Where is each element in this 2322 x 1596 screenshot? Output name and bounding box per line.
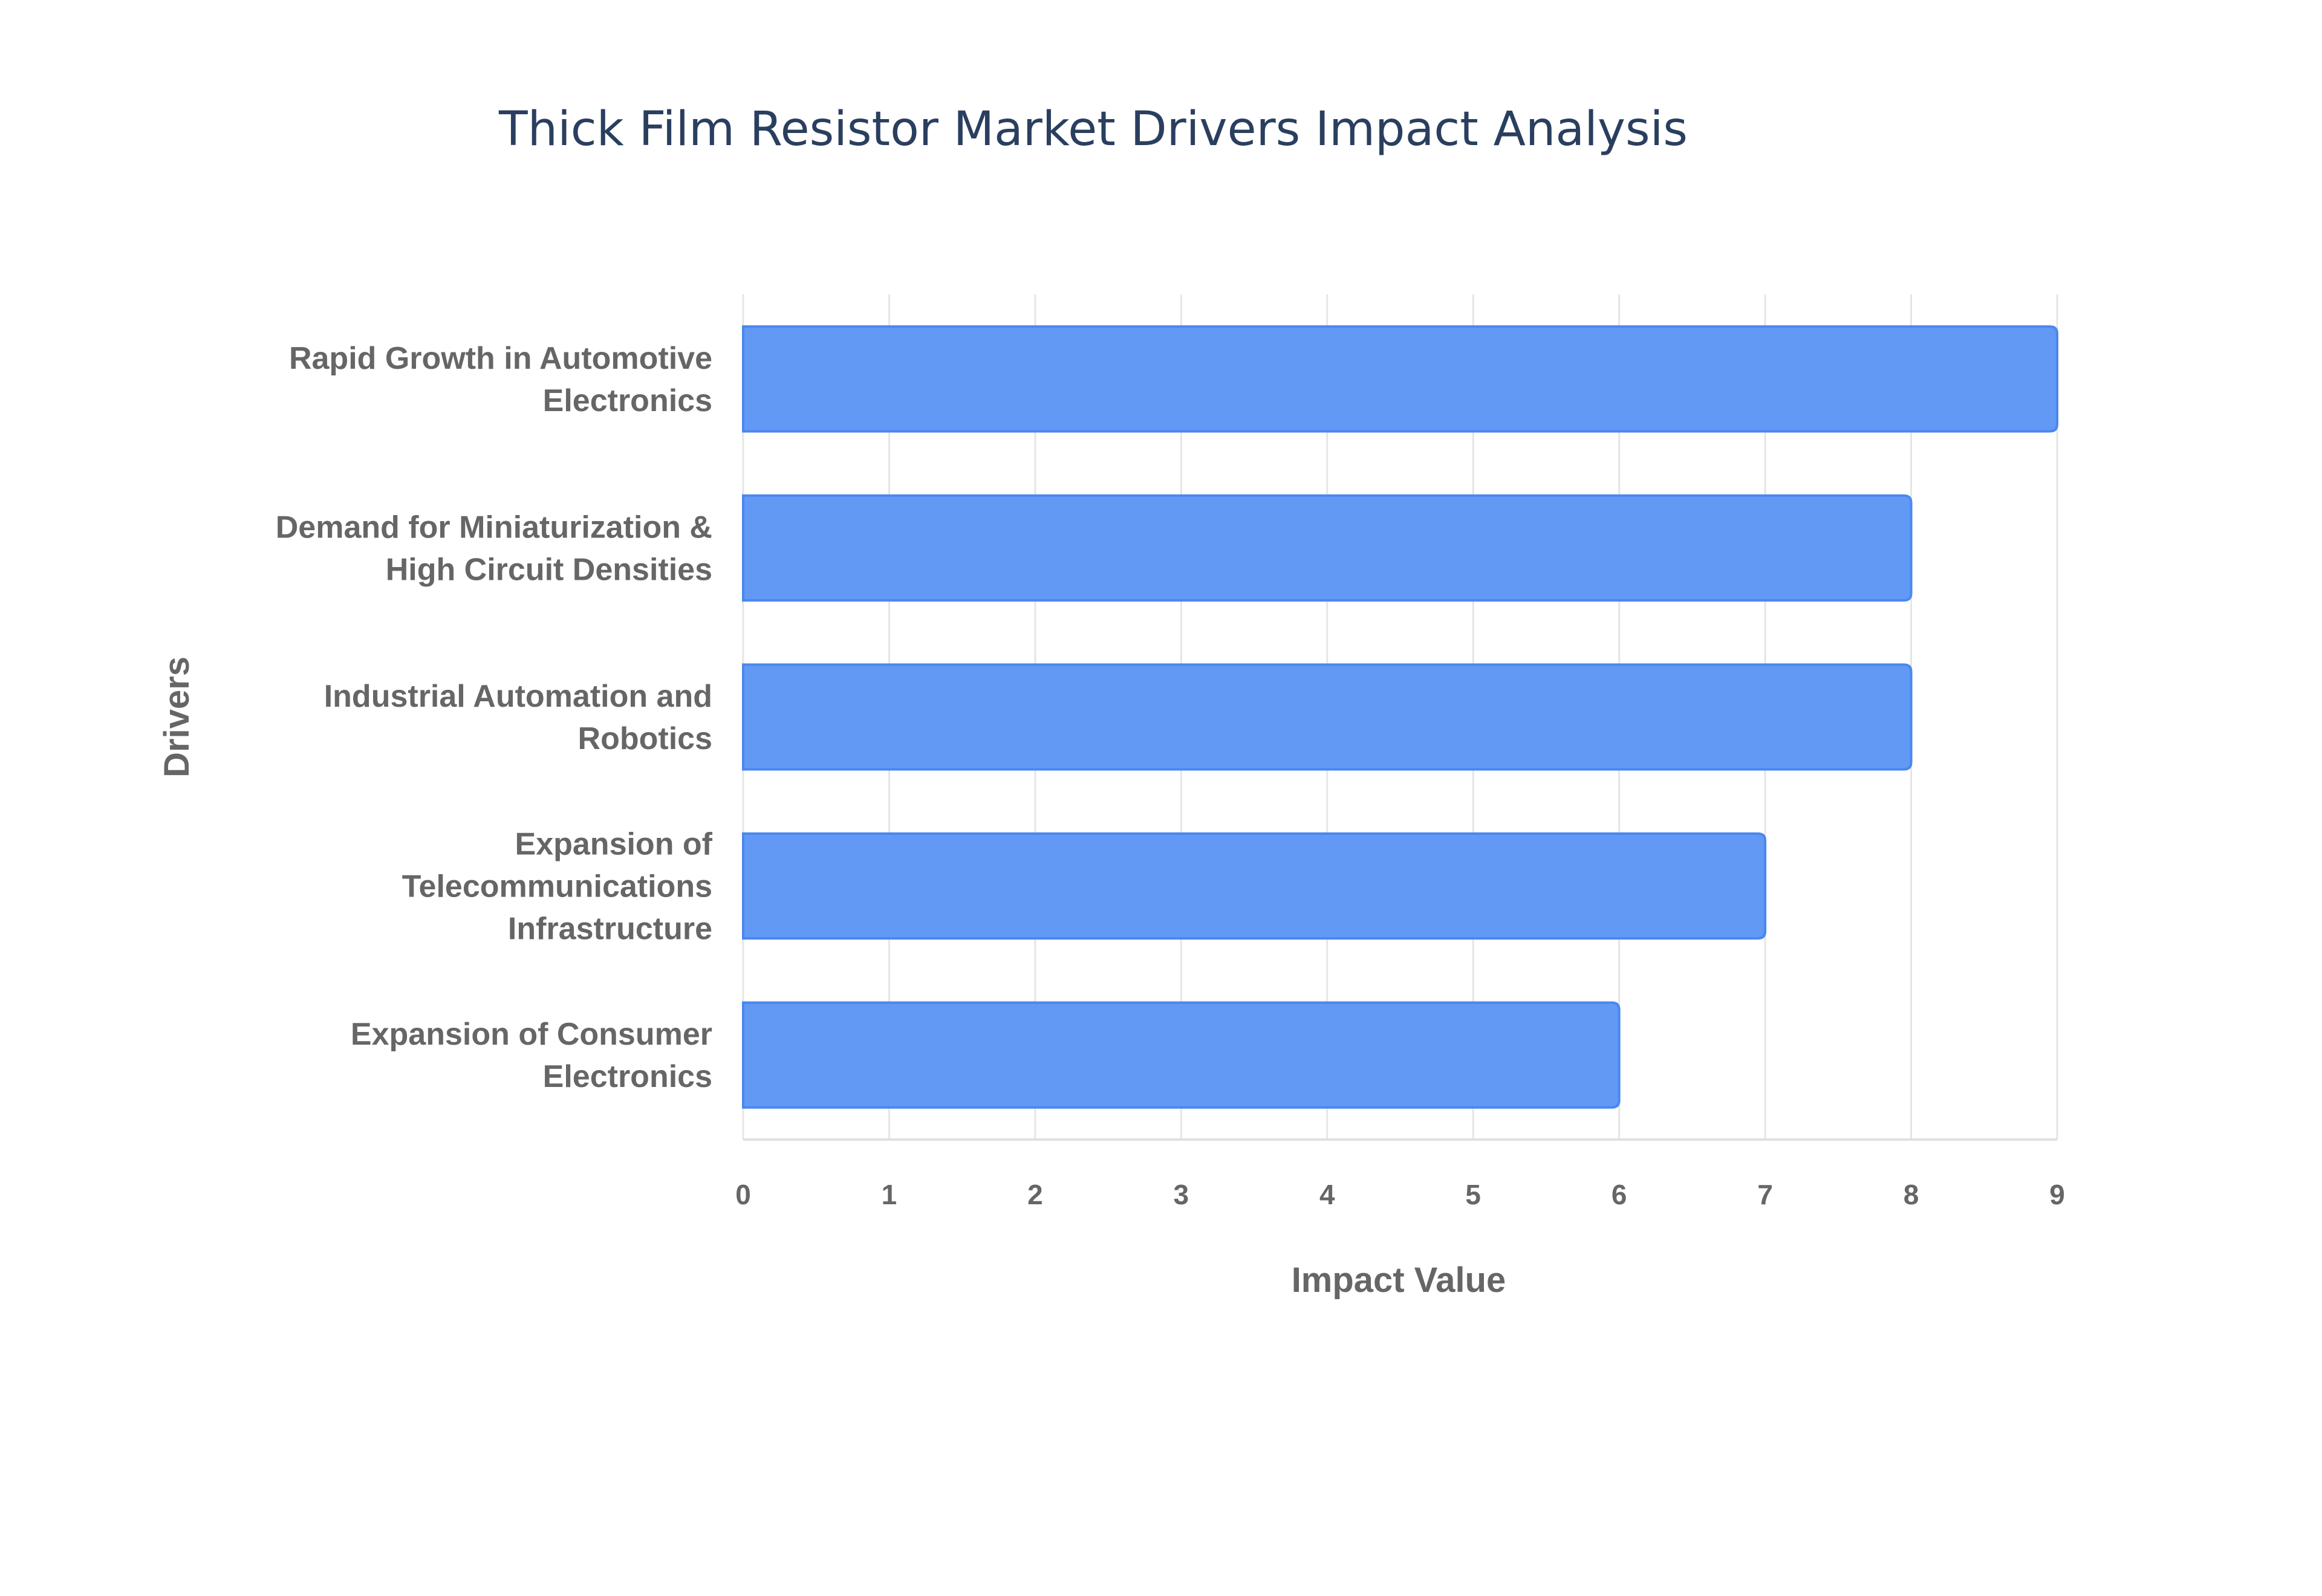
y-axis-title: Drivers [157, 657, 197, 777]
category-label-line: Expansion of [515, 827, 713, 862]
category-label-line: Expansion of Consumer [351, 1017, 712, 1052]
category-label-line: Rapid Growth in Automotive [289, 341, 712, 376]
bar [742, 832, 1767, 940]
category-labels: Rapid Growth in Automotive Electronics Dem… [276, 341, 713, 1094]
bar [742, 663, 1913, 771]
category-label: Industrial Automation and Robotics [324, 679, 712, 756]
x-tick-label: 1 [882, 1179, 897, 1210]
x-tick-labels: 0 1 2 3 4 5 6 7 8 9 [735, 1179, 2065, 1210]
bars [742, 325, 2058, 1109]
category-label: Expansion of Consumer Electronics [351, 1017, 712, 1094]
bar [742, 494, 1913, 602]
category-label-line: Demand for Miniaturization & [276, 510, 712, 545]
category-label: Demand for Miniaturization & High Circuit… [276, 510, 712, 587]
category-label: Rapid Growth in Automotive Electronics [289, 341, 712, 418]
chart-title: Thick Film Resistor Market Drivers Impac… [498, 102, 1688, 157]
x-tick-label: 6 [1611, 1179, 1627, 1210]
category-label-line: Infrastructure [508, 912, 712, 947]
category-label-line: Robotics [578, 721, 712, 756]
category-label-line: Electronics [543, 383, 712, 418]
x-tick-label: 5 [1465, 1179, 1481, 1210]
x-tick-label: 9 [2049, 1179, 2065, 1210]
bar [742, 325, 2058, 433]
x-tick-label: 7 [1757, 1179, 1773, 1210]
x-tick-label: 0 [735, 1179, 751, 1210]
x-axis-title: Impact Value [1292, 1260, 1506, 1300]
category-label-line: High Circuit Densities [386, 552, 712, 587]
x-tick-label: 4 [1319, 1179, 1335, 1210]
category-label: Expansion of Telecommunications Infrastruc… [402, 827, 713, 947]
x-tick-label: 8 [1904, 1179, 1919, 1210]
x-tick-label: 2 [1027, 1179, 1043, 1210]
bar [742, 1001, 1621, 1109]
category-label-line: Industrial Automation and [324, 679, 712, 714]
x-tick-label: 3 [1174, 1179, 1189, 1210]
category-label-line: Telecommunications [402, 869, 712, 904]
category-label-line: Electronics [543, 1059, 712, 1094]
